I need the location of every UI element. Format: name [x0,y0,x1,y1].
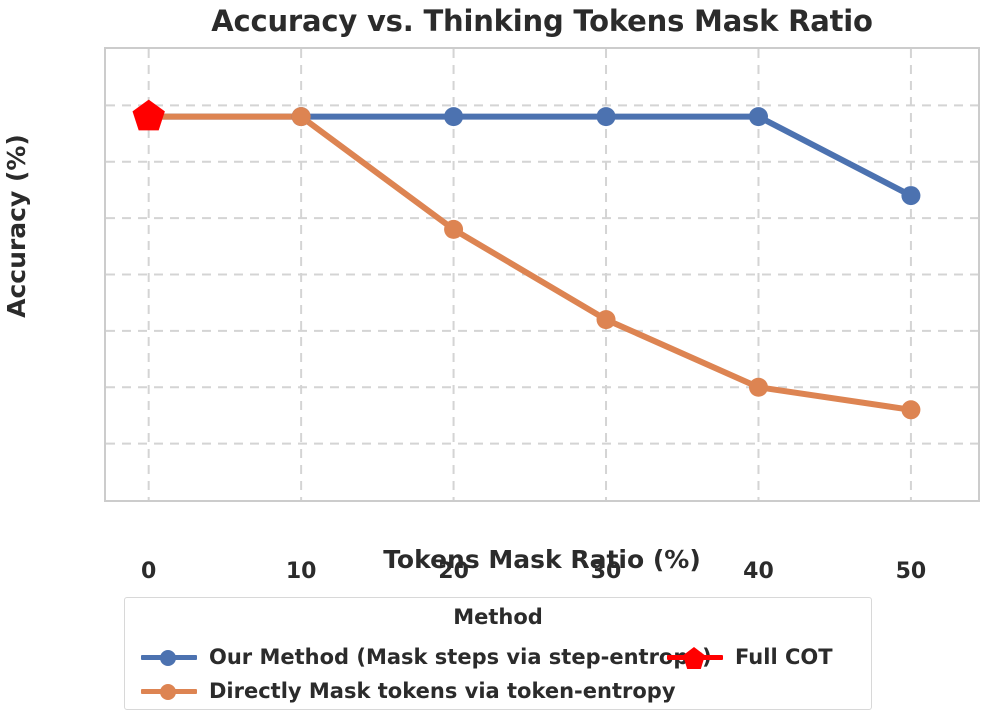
x-tick-label: 10 [285,559,317,584]
x-tick-label: 50 [895,559,927,584]
legend-label-our-method: Our Method (Mask steps via step-entropy) [209,645,712,669]
y-axis-label: Accuracy (%) [2,134,31,318]
legend-circle-marker-icon [160,684,176,700]
line-circle-marker-icon [141,678,197,704]
legend-circle-marker-icon [160,650,176,666]
line-circle-marker-icon [141,644,197,670]
plot-canvas [106,49,978,500]
legend-entry-full-cot[interactable]: Full COT [667,642,833,672]
legend-title: Method [453,605,543,629]
legend-entry-directly-mask[interactable]: Directly Mask tokens via token-entropy [141,676,676,706]
chart-title: Accuracy vs. Thinking Tokens Mask Ratio [211,4,873,38]
legend-pentagon-marker-icon [683,647,705,669]
x-tick-label: 0 [141,559,157,584]
legend-entry-our-method[interactable]: Our Method (Mask steps via step-entropy) [141,642,712,672]
legend-label-full-cot: Full COT [735,645,833,669]
line-pentagon-marker-icon [667,644,723,670]
chart-legend: Method Our Method (Mask steps via step-e… [124,597,872,710]
x-tick-label: 30 [590,559,622,584]
x-tick-label: 40 [743,559,774,584]
x-tick-label: 20 [438,559,469,584]
x-axis-label: Tokens Mask Ratio (%) [383,545,701,574]
legend-label-directly-mask: Directly Mask tokens via token-entropy [209,679,676,703]
